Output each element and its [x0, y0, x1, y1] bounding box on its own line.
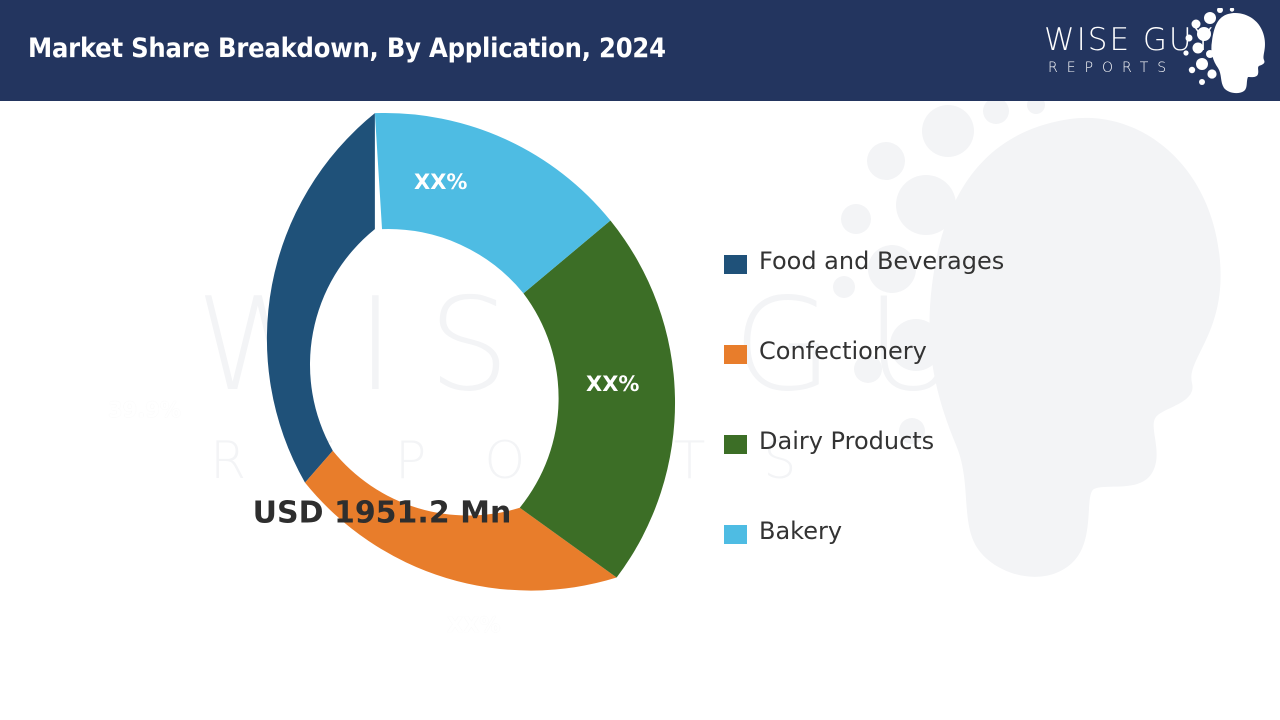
pie-slice-bakery[interactable]	[374, 112, 611, 294]
legend-label: Dairy Products	[759, 427, 935, 455]
chart-plot-area: WISE GUY REPORTS	[0, 101, 1280, 720]
chart-legend: Food and Beverages Confectionery Dairy P…	[724, 247, 1084, 611]
pie-slice-label-food-and-beverages: 39.9%	[108, 398, 181, 422]
pie-slice-label-bakery: XX%	[414, 170, 468, 194]
legend-swatch-icon	[724, 435, 747, 454]
legend-swatch-icon	[724, 525, 747, 544]
donut-chart	[92, 110, 678, 696]
legend-label: Confectionery	[759, 337, 927, 365]
pie-slice-label-confectionery: XX%	[447, 613, 501, 637]
brand-subwordmark: REPORTS	[1048, 60, 1176, 76]
donut-center-value: USD 1951.2 Mn	[252, 495, 512, 531]
pie-slice-confectionery[interactable]	[305, 450, 617, 591]
brand-logo: WISE GUY REPORTS	[1040, 6, 1272, 96]
legend-item-dairy-products[interactable]: Dairy Products	[724, 427, 1084, 521]
legend-item-bakery[interactable]: Bakery	[724, 517, 1084, 611]
header-bar: Market Share Breakdown, By Application, …	[0, 0, 1280, 101]
pie-slice-dairy-products[interactable]	[519, 220, 676, 578]
pie-slice-food-and-beverages[interactable]	[266, 113, 375, 483]
legend-item-confectionery[interactable]: Confectionery	[724, 337, 1084, 431]
legend-item-food-and-beverages[interactable]: Food and Beverages	[724, 247, 1084, 341]
head-dots-icon	[1183, 8, 1265, 94]
page-title: Market Share Breakdown, By Application, …	[28, 33, 666, 64]
legend-label: Food and Beverages	[759, 247, 1005, 275]
legend-swatch-icon	[724, 345, 747, 364]
legend-label: Bakery	[759, 517, 843, 545]
pie-slice-label-dairy-products: XX%	[586, 372, 640, 396]
legend-swatch-icon	[724, 255, 747, 274]
